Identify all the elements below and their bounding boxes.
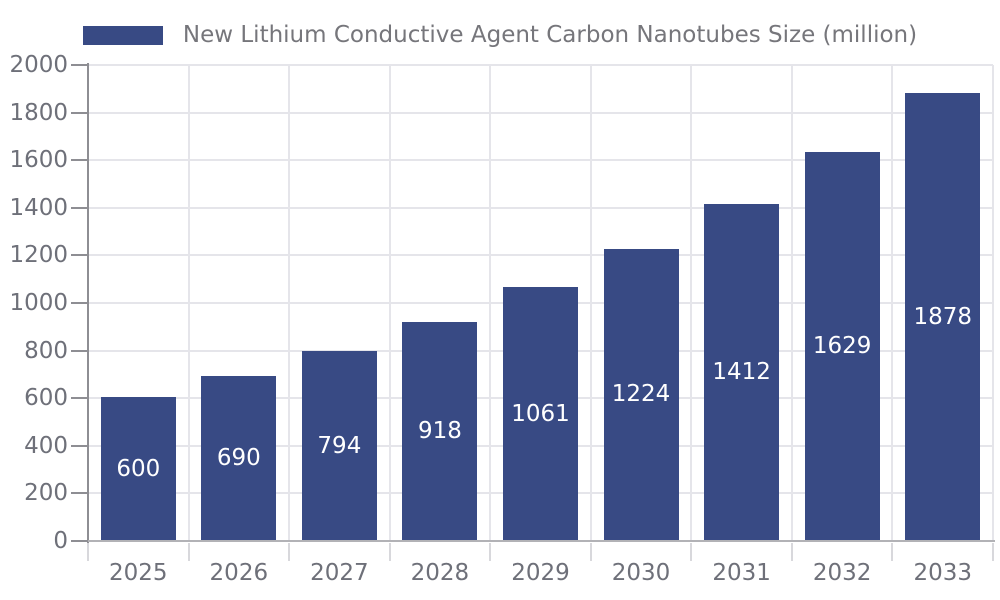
x-axis-tick [388,543,391,561]
legend-label: New Lithium Conductive Agent Carbon Nano… [182,22,918,48]
y-axis-tick [71,444,88,447]
y-axis-tick [71,206,88,209]
x-axis-tick [489,543,492,561]
bar-value-label: 1412 [712,358,771,385]
y-axis-tick-label: 1200 [9,242,68,269]
y-axis-tick [71,254,88,257]
gridline-vertical [489,65,492,541]
x-axis-line [87,540,995,542]
bar-value-label: 1224 [611,381,671,408]
gridline-vertical [288,65,291,541]
bar-2031[interactable]: 1412 [704,203,780,540]
x-axis-tick-label: 2030 [611,560,671,586]
bar-2030[interactable]: 1224 [603,248,679,540]
y-axis-line [87,63,89,543]
x-axis-tick-label: 2029 [511,560,570,586]
bar-value-label: 1629 [812,333,872,360]
gridline-vertical [589,65,592,541]
bar-2032[interactable]: 1629 [804,152,880,540]
x-axis-tick [589,543,592,561]
y-axis-tick [71,111,88,114]
x-axis-tick [891,543,894,561]
y-axis-tick [71,397,88,400]
x-axis-tick-label: 2027 [310,560,369,586]
x-axis-tick-label: 2032 [812,560,872,586]
gridline-horizontal [88,254,993,257]
x-axis-tick [87,543,89,561]
bar-value-label: 1878 [913,303,972,330]
bar-2026[interactable]: 690 [201,375,277,540]
plot-area: 600 690 794 918 1061 1224 1412 1629 1878 [87,63,995,543]
bar-2028[interactable]: 918 [402,321,478,540]
bar-value-label: 600 [116,455,161,482]
gridline-vertical [790,65,793,541]
y-axis-tick-label: 200 [24,480,68,507]
y-axis-tick-label: 400 [24,432,68,459]
legend-swatch [82,25,163,45]
y-axis-tick-label: 1600 [9,147,68,174]
gridline-horizontal [88,159,993,162]
x-axis-tick-label: 2026 [209,560,269,586]
x-axis-tick [992,543,994,561]
bar-value-label: 1061 [511,400,570,427]
y-axis-tick-label: 0 [53,528,68,554]
gridline-horizontal [88,206,993,209]
bar-value-label: 794 [317,432,362,459]
gridline-horizontal [88,111,993,114]
y-axis-tick-label: 2000 [9,52,68,78]
x-axis-tick-label: 2025 [109,560,168,586]
bar-value-label: 918 [417,417,462,444]
x-axis-tick [187,543,190,561]
y-axis-tick [71,349,88,352]
x-axis-tick [690,543,693,561]
gridline-vertical [187,65,190,541]
y-axis-tick-label: 1000 [9,290,68,316]
gridline-vertical [891,65,894,541]
bar-2027[interactable]: 794 [301,351,377,540]
x-axis-tick-label: 2028 [410,560,470,586]
bar-2033[interactable]: 1878 [905,93,981,540]
x-axis-tick [288,543,291,561]
y-axis-tick-label: 600 [24,385,68,412]
bar-2029[interactable]: 1061 [503,287,578,540]
y-axis-tick-label: 1800 [9,99,68,126]
y-axis-tick [71,64,88,66]
bar-value-label: 690 [216,444,261,471]
y-axis-tick-label: 1400 [9,194,68,221]
gridline-horizontal [88,64,993,66]
bar-2025[interactable]: 600 [100,397,176,540]
y-axis-tick [71,492,88,495]
gridline-vertical [690,65,693,541]
x-axis-tick-label: 2033 [913,560,972,586]
y-axis-tick [71,159,88,162]
gridline-vertical [388,65,391,541]
x-axis-tick [790,543,793,561]
legend-item[interactable]: New Lithium Conductive Agent Carbon Nano… [0,16,1000,54]
y-axis-tick-label: 800 [24,337,68,364]
y-axis-tick [71,302,88,304]
gridline-vertical [992,65,994,541]
x-axis-tick-label: 2031 [712,560,771,586]
y-axis-tick [71,540,88,542]
